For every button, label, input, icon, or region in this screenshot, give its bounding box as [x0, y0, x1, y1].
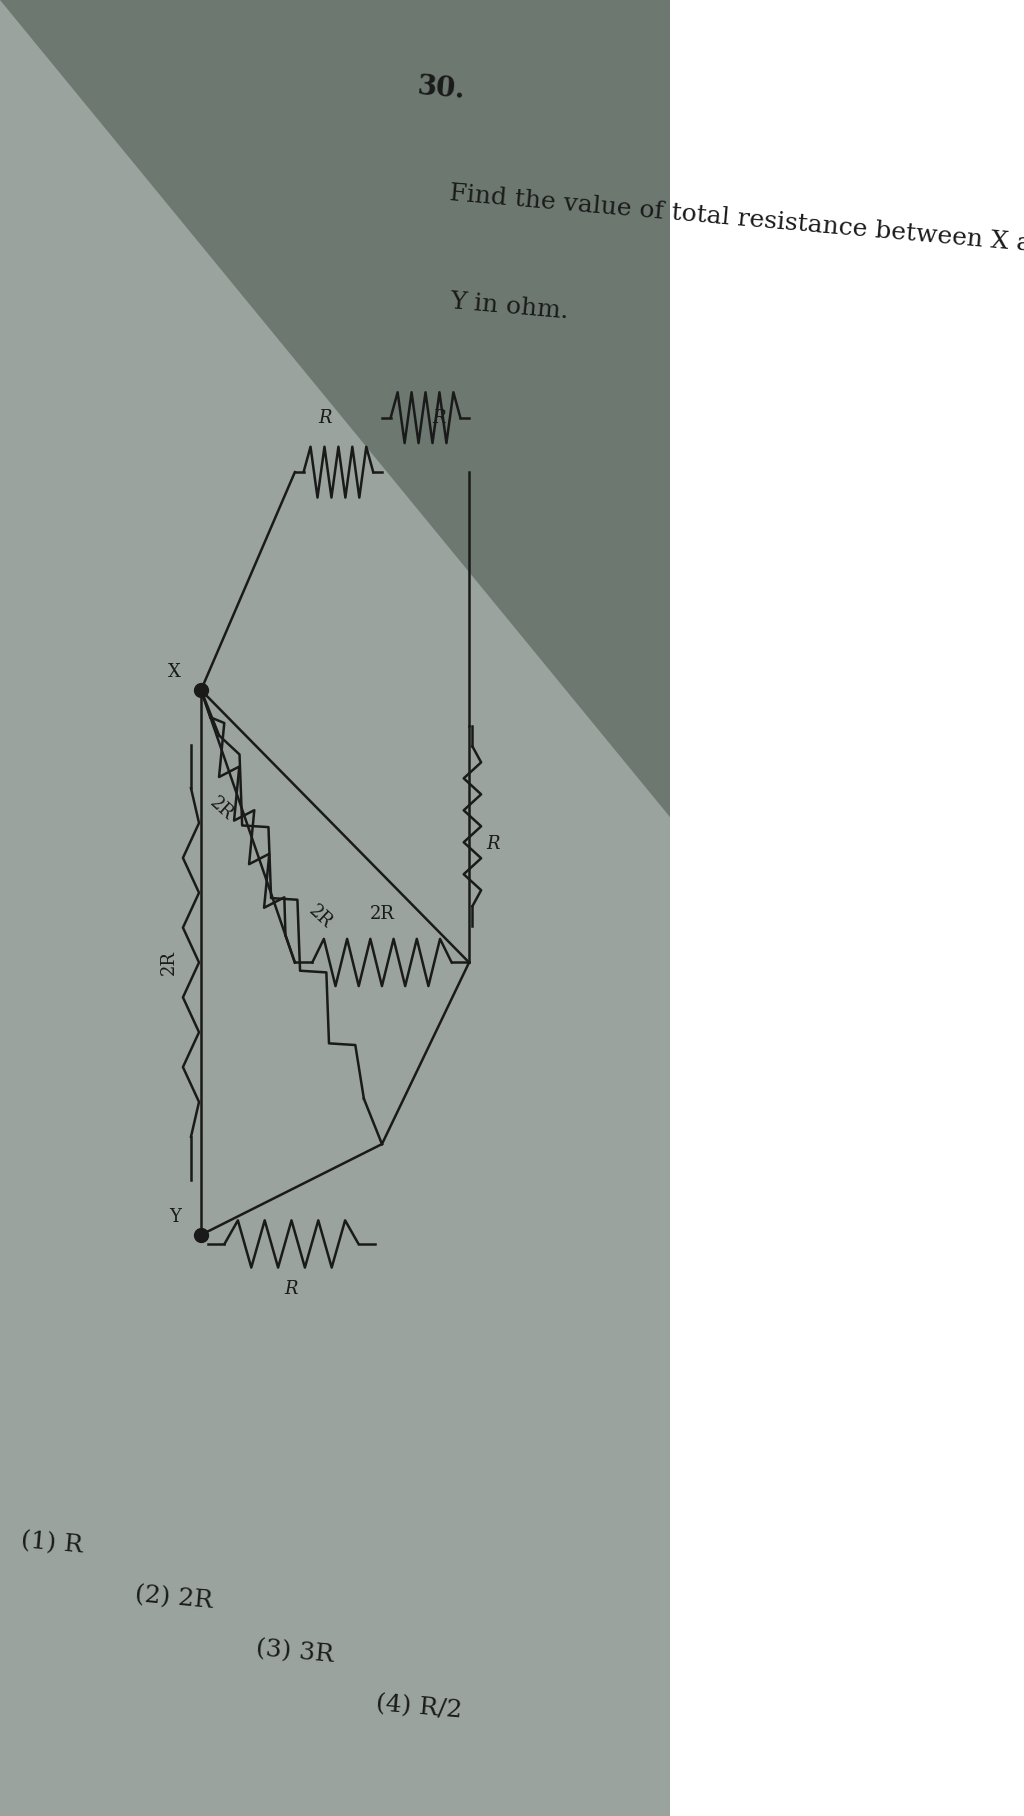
Text: R: R [432, 409, 445, 427]
Text: Y in ohm.: Y in ohm. [449, 291, 570, 323]
Text: (1) R: (1) R [20, 1529, 84, 1558]
Text: (4) R/2: (4) R/2 [375, 1693, 463, 1722]
Text: (3) 3R: (3) 3R [255, 1638, 335, 1667]
Text: (2) 2R: (2) 2R [134, 1584, 214, 1613]
Text: Find the value of total resistance between X and: Find the value of total resistance betwe… [449, 182, 1024, 258]
Polygon shape [0, 0, 670, 1816]
Text: X: X [168, 663, 181, 681]
Text: R: R [318, 409, 332, 427]
Text: 2R: 2R [160, 950, 177, 975]
Text: 2R: 2R [370, 904, 394, 923]
Text: 2R: 2R [305, 903, 336, 932]
Text: R: R [285, 1280, 298, 1298]
Text: 30.: 30. [416, 73, 466, 104]
Text: 2R: 2R [206, 794, 237, 823]
Point [193, 1220, 209, 1249]
Text: Y: Y [169, 1208, 181, 1226]
Text: R: R [485, 835, 500, 854]
Point [193, 676, 209, 705]
